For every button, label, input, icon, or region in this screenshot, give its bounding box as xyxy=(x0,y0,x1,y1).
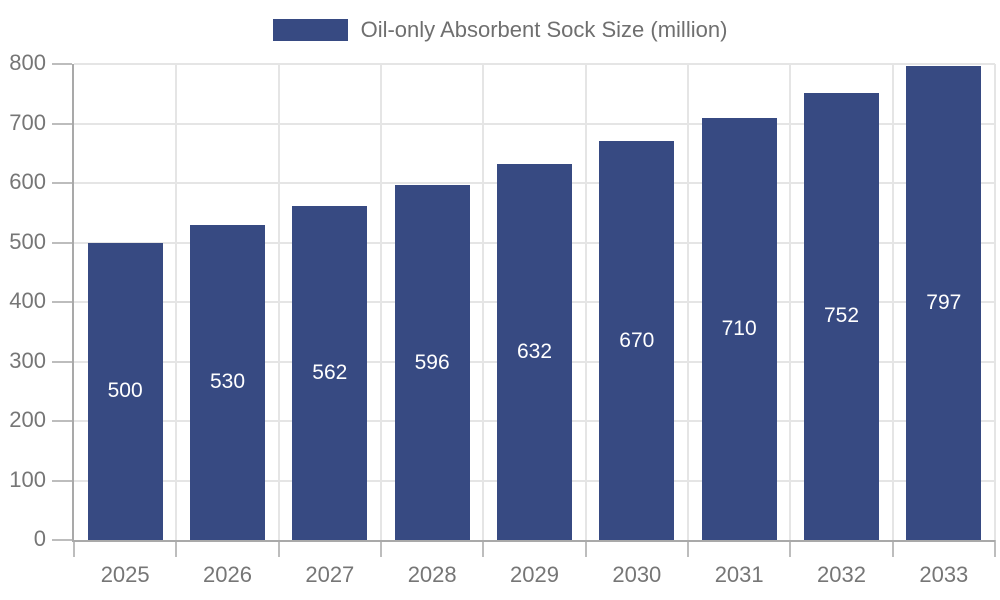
x-tick xyxy=(687,540,689,557)
v-gridline xyxy=(687,64,689,540)
bar-value-label: 670 xyxy=(619,328,655,352)
y-tick xyxy=(52,122,72,125)
x-tick xyxy=(584,540,587,557)
x-tick xyxy=(789,540,792,557)
y-tick xyxy=(52,479,72,482)
v-gridline xyxy=(891,64,894,540)
y-tick xyxy=(52,301,72,303)
x-axis-label: 2030 xyxy=(612,562,662,587)
bar-2031 xyxy=(701,117,777,540)
bar-2032 xyxy=(804,92,879,540)
y-axis-label: 0 xyxy=(33,526,46,551)
x-tick xyxy=(482,540,485,557)
x-tick xyxy=(73,540,75,557)
x-tick xyxy=(175,540,178,557)
v-gridline xyxy=(994,64,996,540)
bar-2029 xyxy=(497,163,572,540)
x-axis-label: 2027 xyxy=(305,562,355,587)
x-axis-label: 2028 xyxy=(407,562,457,587)
v-gridline xyxy=(277,64,280,540)
x-axis-label: 2032 xyxy=(817,562,866,587)
bar-value-label: 710 xyxy=(721,316,757,340)
x-tick xyxy=(891,540,894,557)
x-axis-label: 2033 xyxy=(919,562,969,587)
bar-value-label: 596 xyxy=(414,350,450,374)
v-gridline xyxy=(380,64,382,540)
y-axis-label: 800 xyxy=(9,50,46,75)
x-axis-label: 2029 xyxy=(510,562,559,587)
x-tick xyxy=(277,540,280,557)
y-axis-line xyxy=(72,64,74,540)
y-axis-label: 400 xyxy=(9,288,46,313)
h-gridline xyxy=(74,122,995,125)
bar-2027 xyxy=(292,205,368,540)
y-axis-label: 600 xyxy=(9,169,46,194)
x-axis-line xyxy=(72,540,995,542)
bar-value-label: 530 xyxy=(209,370,246,394)
x-axis-label: 2025 xyxy=(100,562,150,587)
x-tick xyxy=(994,540,996,557)
y-tick xyxy=(52,360,72,363)
v-gridline xyxy=(482,64,485,540)
y-axis-label: 700 xyxy=(9,109,46,135)
y-axis-label: 200 xyxy=(9,407,46,432)
legend-swatch xyxy=(272,19,348,41)
v-gridline xyxy=(789,64,792,540)
x-axis-label: 2026 xyxy=(203,562,252,587)
y-axis-label: 300 xyxy=(9,347,46,373)
y-tick xyxy=(52,241,72,244)
bar-2028 xyxy=(394,185,470,540)
bar-value-label: 797 xyxy=(926,290,962,314)
y-tick xyxy=(52,539,72,541)
v-gridline xyxy=(584,64,587,540)
chart-legend: Oil-only Absorbent Sock Size (million) xyxy=(0,17,1000,43)
x-tick xyxy=(380,540,382,557)
bar-2033 xyxy=(906,65,982,540)
x-axis-label: 2031 xyxy=(714,562,764,587)
bar-value-label: 752 xyxy=(823,304,860,328)
bar-2030 xyxy=(599,141,675,540)
v-gridline xyxy=(175,64,178,540)
bar-value-label: 500 xyxy=(107,379,143,403)
legend-label: Oil-only Absorbent Sock Size (million) xyxy=(360,17,728,42)
y-tick xyxy=(52,63,72,65)
y-tick xyxy=(52,182,72,184)
h-gridline xyxy=(74,63,995,65)
y-axis-label: 100 xyxy=(9,466,46,492)
y-tick xyxy=(52,420,72,422)
bar-value-label: 562 xyxy=(312,360,348,384)
bar-2026 xyxy=(190,224,265,540)
bar-value-label: 632 xyxy=(516,339,553,363)
y-axis-label: 500 xyxy=(9,228,46,254)
bar-2025 xyxy=(87,242,163,540)
